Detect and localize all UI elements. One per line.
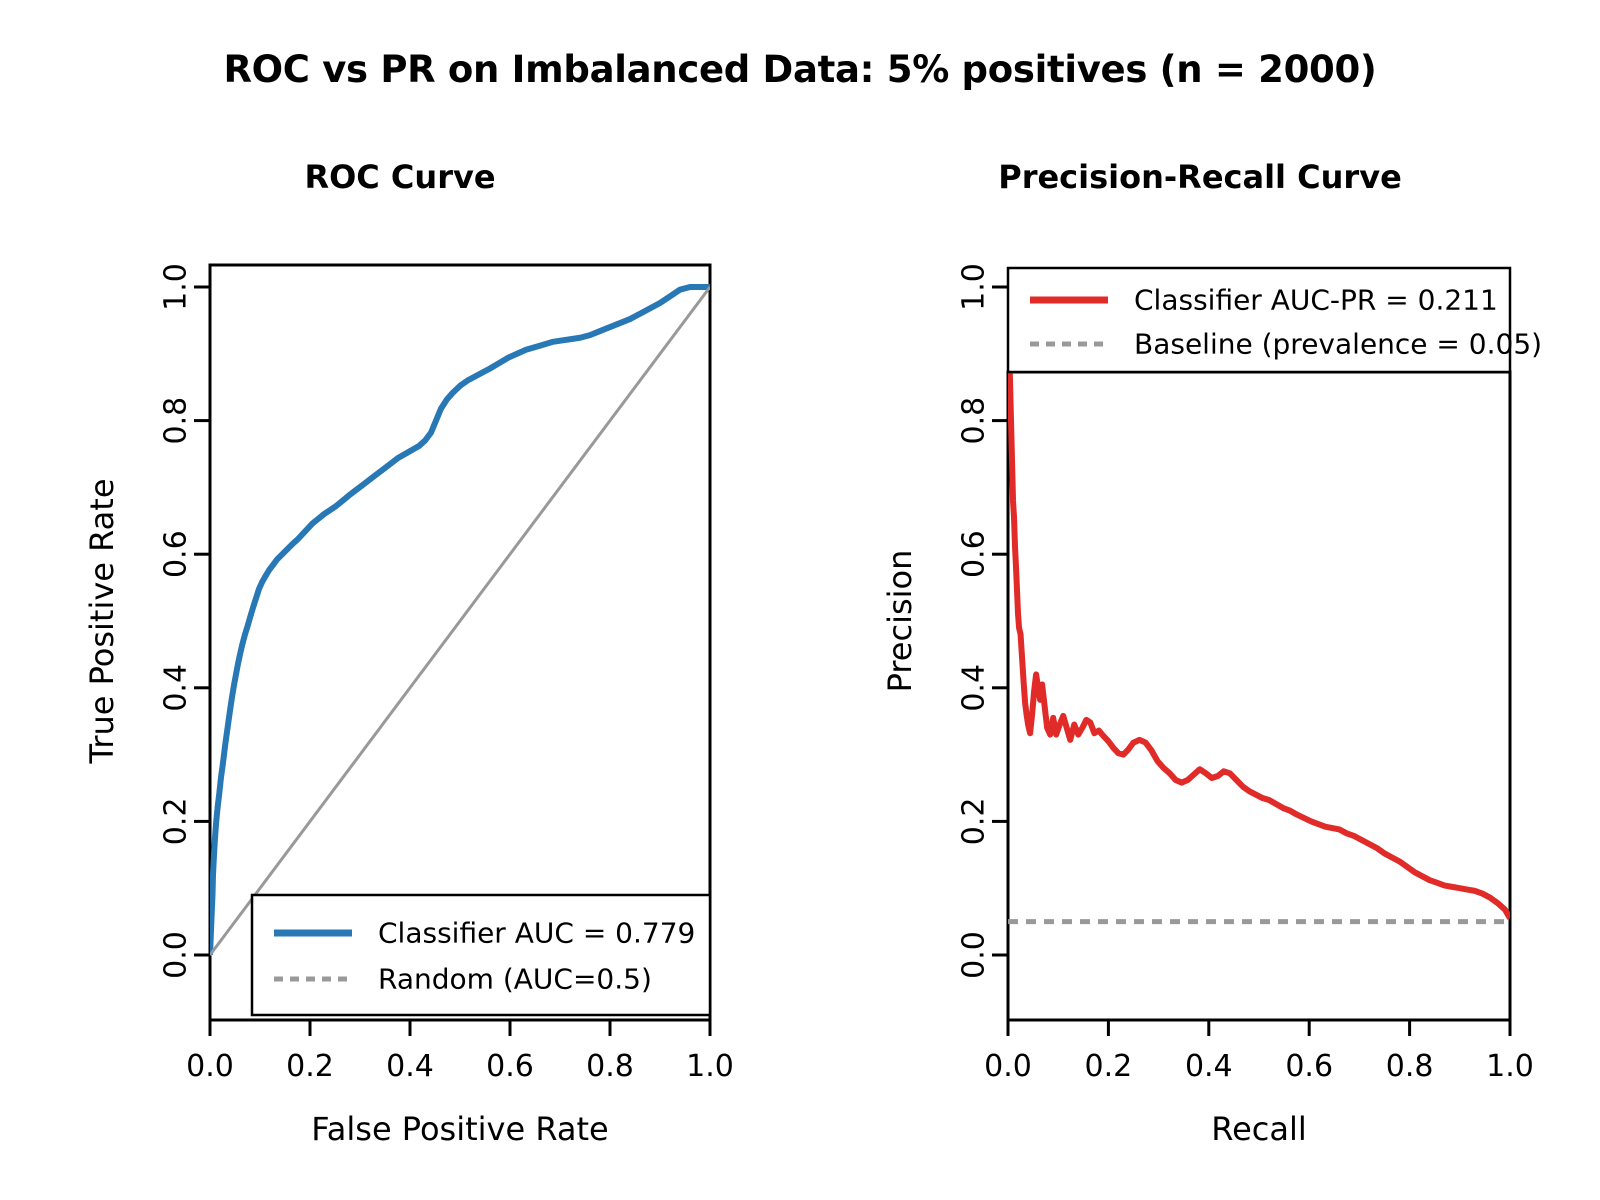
plot-frame	[208, 263, 712, 1022]
y-tick-label: 0.6	[957, 530, 992, 578]
x-tick-label: 0.4	[1185, 1049, 1233, 1084]
curves-group	[1008, 372, 1510, 925]
y-tick-label: 0.4	[957, 664, 992, 712]
x-tick-label: 0.8	[1386, 1049, 1434, 1084]
roc-chart-svg: 0.0 0.2 0.4 0.6 0.8 1.0 0.0 0.2 0.4 0.6 0.8 1.0 Fals…	[83, 263, 734, 1148]
legend-label-1: Baseline (prevalence = 0.05)	[1134, 328, 1542, 361]
x-tick-label: 0.2	[286, 1049, 334, 1084]
y-tick-label: 0.8	[957, 397, 992, 445]
x-tick-label: 0.0	[984, 1049, 1032, 1084]
y-tick-label: 0.2	[957, 798, 992, 846]
x-tick-label: 0.2	[1085, 1049, 1133, 1084]
y-tick-label: 1.0	[957, 263, 992, 311]
x-axis-title: Recall	[1211, 1110, 1306, 1148]
legend-label-0: Classifier AUC-PR = 0.211	[1134, 284, 1498, 317]
y-tick-label: 0.4	[159, 664, 194, 712]
roc-panel-title: ROC Curve	[304, 158, 496, 196]
x-tick-label: 1.0	[1486, 1049, 1534, 1084]
legend: Classifier AUC = 0.779 Random (AUC=0.5)	[250, 893, 712, 1017]
y-tick-label: 0.8	[159, 397, 194, 445]
series-line-0	[210, 284, 710, 956]
x-tick-label: 0.4	[386, 1049, 434, 1084]
y-axis-title: Precision	[881, 550, 919, 693]
legend: Classifier AUC-PR = 0.211 Baseline (preva…	[1006, 266, 1542, 374]
series-line-1	[210, 286, 710, 956]
x-tick-label: 0.6	[486, 1049, 534, 1084]
y-tick-label: 0.0	[957, 931, 992, 979]
y-axis-title: True Positive Rate	[83, 478, 121, 764]
roc-panel: ROC Curve 0.0 0.2 0.4 0.6 0.8 1.0 0.0 0.2 0.4 0.6…	[0, 140, 800, 1150]
pr-panel-title: Precision-Recall Curve	[998, 158, 1402, 196]
legend-label-1: Random (AUC=0.5)	[378, 963, 652, 996]
y-tick-label: 0.6	[159, 530, 194, 578]
x-axis-title: False Positive Rate	[311, 1110, 608, 1148]
pr-panel: Precision-Recall Curve 0.0 0.2 0.4 0.6 0.8 1.…	[800, 140, 1600, 1150]
y-tick-label: 0.0	[159, 931, 194, 979]
x-tick-label: 0.6	[1285, 1049, 1333, 1084]
y-tick-label: 1.0	[159, 263, 194, 311]
legend-box	[1006, 266, 1512, 374]
legend-label-0: Classifier AUC = 0.779	[378, 917, 695, 950]
curves-group	[210, 284, 710, 956]
pr-chart-svg: 0.0 0.2 0.4 0.6 0.8 1.0 0.0 0.2 0.4 0.6 0.8 1.0 Reca…	[881, 263, 1542, 1148]
legend-box	[250, 893, 712, 1017]
x-tick-label: 1.0	[686, 1049, 734, 1084]
figure-title: ROC vs PR on Imbalanced Data: 5% positiv…	[223, 48, 1377, 91]
x-tick-label: 0.8	[586, 1049, 634, 1084]
x-tick-label: 0.0	[186, 1049, 234, 1084]
y-tick-label: 0.2	[159, 798, 194, 846]
series-line-0	[1008, 372, 1510, 920]
